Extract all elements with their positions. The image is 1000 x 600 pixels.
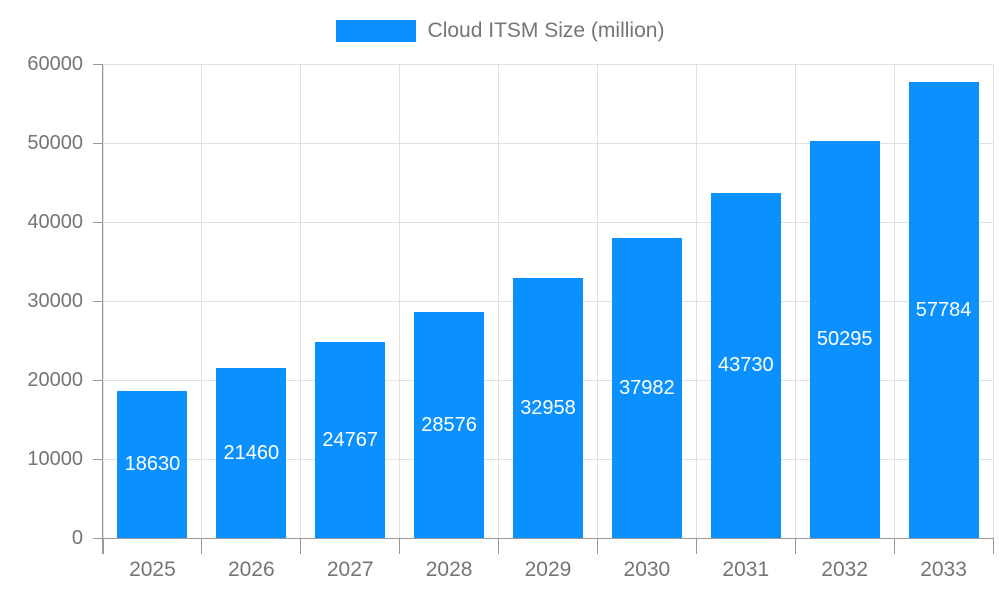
v-gridline xyxy=(794,64,796,538)
x-axis-tick xyxy=(992,538,994,554)
bar[interactable] xyxy=(809,140,880,538)
x-axis-tick xyxy=(695,538,697,554)
v-gridline xyxy=(399,64,401,538)
x-axis-label: 2031 xyxy=(722,558,770,581)
bar[interactable] xyxy=(414,312,485,538)
h-gridline xyxy=(103,63,993,65)
bar-value-label: 28576 xyxy=(421,414,477,437)
v-gridline xyxy=(992,64,994,538)
y-axis-tick xyxy=(93,537,103,539)
v-gridline xyxy=(300,64,302,538)
bar-value-label: 24767 xyxy=(322,429,379,452)
y-axis-label: 0 xyxy=(71,527,83,549)
h-gridline xyxy=(103,221,993,223)
x-axis-tick xyxy=(102,538,104,554)
x-axis-label: 2030 xyxy=(623,558,671,581)
x-axis-tick xyxy=(794,538,796,554)
x-axis-label: 2025 xyxy=(129,558,176,581)
y-axis-tick xyxy=(93,458,103,460)
y-axis-tick xyxy=(93,379,103,381)
x-axis-label: 2032 xyxy=(821,558,869,581)
v-gridline xyxy=(695,64,697,538)
bar[interactable] xyxy=(315,342,386,538)
y-axis-label: 60000 xyxy=(27,53,83,75)
y-axis-label: 50000 xyxy=(27,132,83,154)
y-axis-tick xyxy=(93,300,103,302)
bar-value-label: 21460 xyxy=(223,442,280,465)
v-gridline xyxy=(201,64,203,538)
bar[interactable] xyxy=(908,81,979,538)
y-axis-tick xyxy=(93,221,103,223)
bar-value-label: 50295 xyxy=(816,328,873,351)
legend-item[interactable]: Cloud ITSM Size (million) xyxy=(0,20,1000,42)
v-gridline xyxy=(102,64,104,538)
x-axis-label: 2029 xyxy=(524,558,572,581)
y-axis-tick xyxy=(93,142,103,144)
bar-value-label: 57784 xyxy=(915,298,972,321)
bar-value-label: 43730 xyxy=(717,354,774,377)
y-axis-tick xyxy=(93,63,103,65)
x-axis-label: 2028 xyxy=(425,558,473,581)
x-axis-label: 2033 xyxy=(920,558,967,581)
x-axis-line xyxy=(103,537,993,539)
x-axis-label: 2027 xyxy=(326,558,374,581)
bar-value-label: 18630 xyxy=(124,453,181,476)
v-gridline xyxy=(498,64,500,538)
v-gridline xyxy=(893,64,895,538)
v-gridline xyxy=(596,64,598,538)
bar[interactable] xyxy=(117,390,188,538)
bar-value-label: 37982 xyxy=(619,376,675,399)
y-axis-label: 20000 xyxy=(27,369,83,391)
bar[interactable] xyxy=(216,368,287,538)
h-gridline xyxy=(103,142,993,144)
bar[interactable] xyxy=(513,277,583,538)
y-axis-label: 10000 xyxy=(27,448,83,470)
bar[interactable] xyxy=(710,192,781,538)
x-axis-tick xyxy=(498,538,500,554)
x-axis-tick xyxy=(399,538,401,554)
x-axis-tick xyxy=(201,538,203,554)
bar[interactable] xyxy=(611,237,682,538)
x-axis-tick xyxy=(596,538,598,554)
x-axis-label: 2026 xyxy=(227,558,275,581)
y-axis-line xyxy=(102,64,103,554)
legend-swatch-icon xyxy=(335,20,416,42)
legend-label: Cloud ITSM Size (million) xyxy=(427,19,665,42)
bar-value-label: 32958 xyxy=(520,396,576,419)
x-axis-tick xyxy=(893,538,895,554)
x-axis-tick xyxy=(300,538,302,554)
y-axis-label: 40000 xyxy=(27,211,83,233)
y-axis-label: 30000 xyxy=(27,290,83,312)
